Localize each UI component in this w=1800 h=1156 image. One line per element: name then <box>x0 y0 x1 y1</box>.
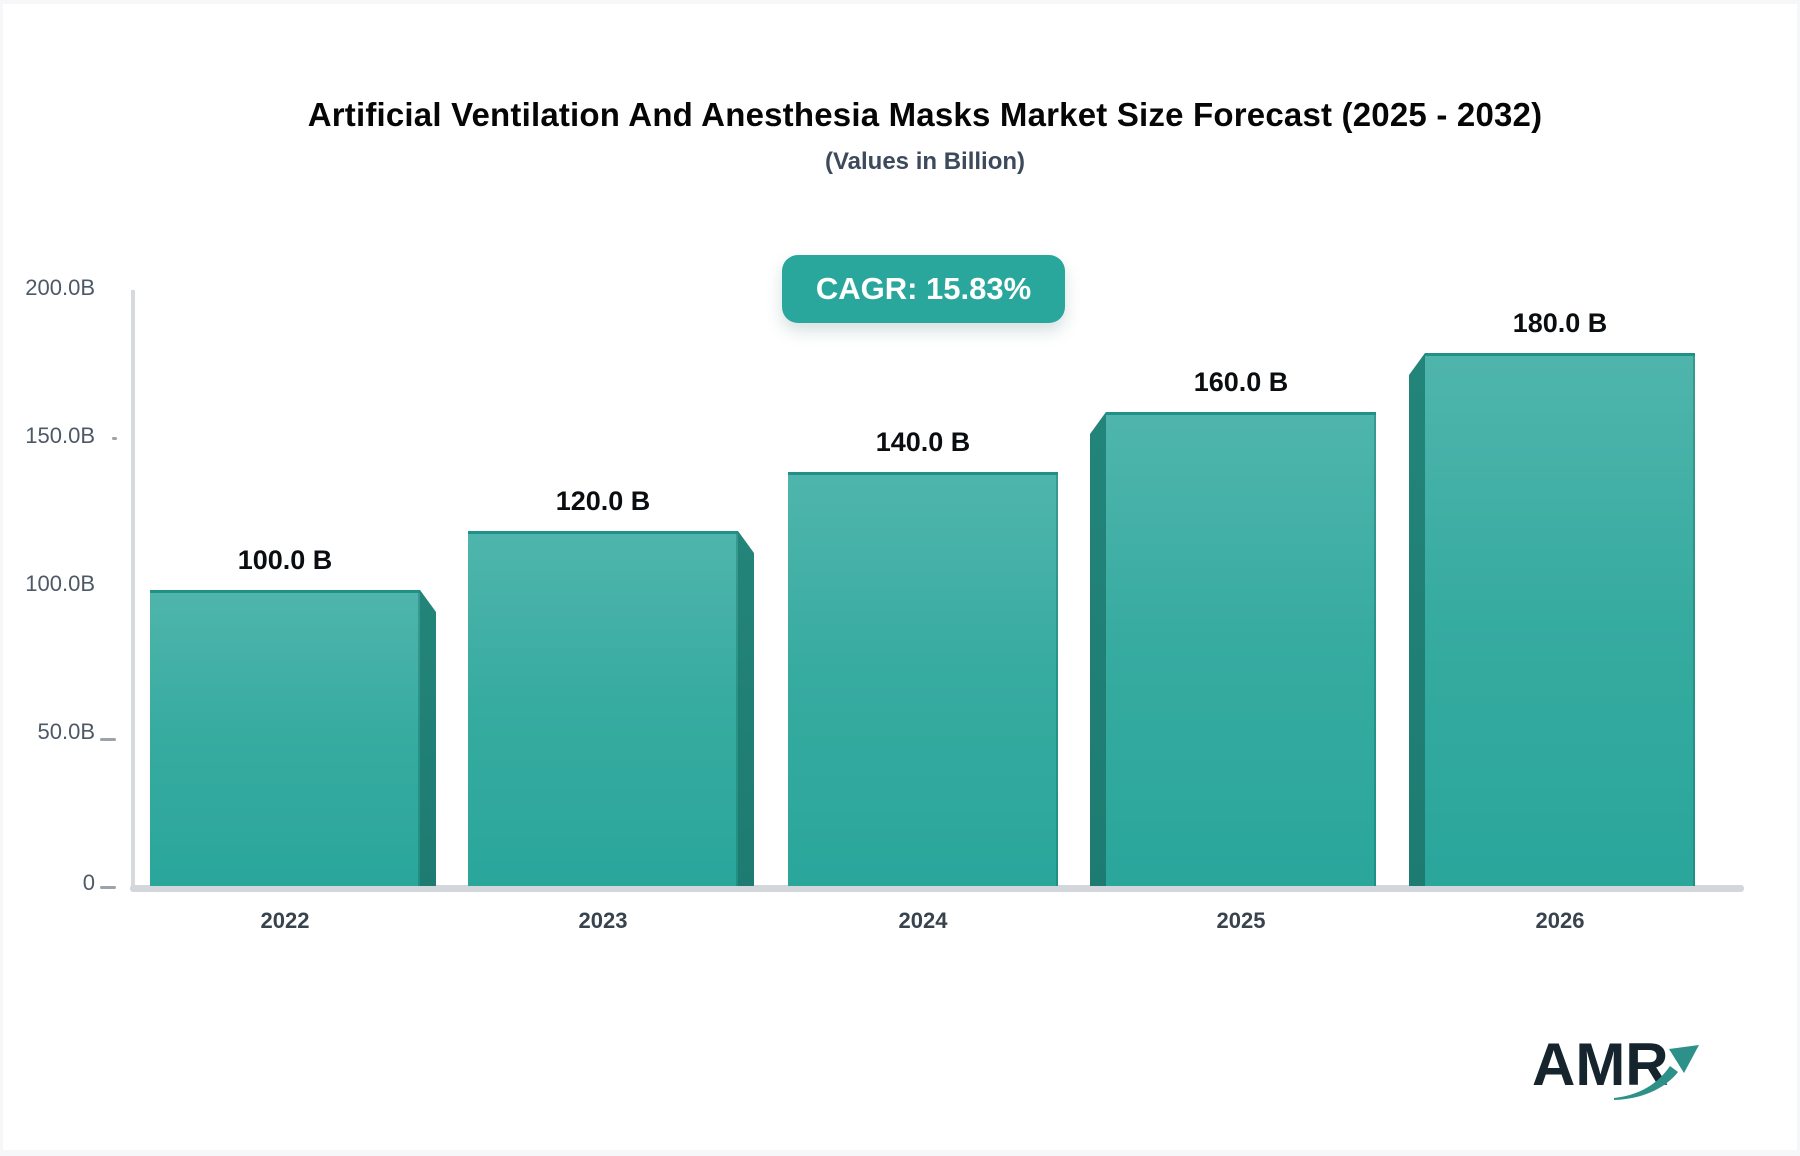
bar-face-2022 <box>150 590 420 886</box>
bar-face-2024 <box>788 472 1058 886</box>
y-tick-mark-50 <box>100 738 116 741</box>
y-tick-label-100: 100.0B <box>25 571 95 596</box>
x-axis-label-2026: 2026 <box>1535 908 1585 933</box>
bar-value-label-2022: 100.0 B <box>237 545 333 575</box>
page-frame-right <box>1797 0 1800 1156</box>
y-tick-mark-0 <box>100 886 116 889</box>
amr-logo: AMR <box>1532 1030 1722 1120</box>
y-tick-label-50: 50.0B <box>37 719 96 744</box>
bar-face-2026 <box>1425 353 1695 886</box>
y-tick-label-150: 150.0B <box>25 423 95 448</box>
bar-3d-side-2026 <box>1409 353 1425 886</box>
chart-subtitle: (Values in Billion) <box>824 148 1026 175</box>
bar-2026: 180.0 B 2026 <box>1409 308 1695 933</box>
amr-logo-text: AMR <box>1532 1031 1669 1098</box>
bar-3d-side-2023 <box>738 531 754 886</box>
bar-2023: 120.0 B 2023 <box>468 486 754 933</box>
page-frame-bottom <box>0 1150 1800 1156</box>
bar-3d-side-2022 <box>420 590 436 886</box>
bar-face-2025 <box>1106 412 1376 886</box>
bar-value-label-2026: 180.0 B <box>1512 308 1608 338</box>
y-tick-mark-150 <box>112 437 117 440</box>
y-tick-label-0: 0 <box>82 870 95 895</box>
page-frame-top <box>0 0 1800 4</box>
bar-value-label-2024: 140.0 B <box>875 427 971 457</box>
x-axis-label-2024: 2024 <box>898 908 948 933</box>
bar-value-label-2025: 160.0 B <box>1193 367 1289 397</box>
y-axis-line <box>131 290 135 889</box>
x-axis-label-2023: 2023 <box>578 908 628 933</box>
bar-face-2023 <box>468 531 738 886</box>
bar-2022: 100.0 B 2022 <box>150 545 436 933</box>
page-frame-left <box>0 0 3 1156</box>
amr-logo-arrow-icon <box>1614 1045 1699 1100</box>
bar-3d-side-2025 <box>1090 412 1106 886</box>
cagr-badge: CAGR: 15.83% <box>782 255 1065 323</box>
x-axis-label-2022: 2022 <box>260 908 310 933</box>
x-axis-baseline <box>130 885 1744 892</box>
y-tick-label-200: 200.0B <box>25 275 95 300</box>
x-axis-label-2025: 2025 <box>1216 908 1266 933</box>
bar-2025: 160.0 B 2025 <box>1090 367 1376 933</box>
bar-value-label-2023: 120.0 B <box>555 486 651 516</box>
chart-title: Artificial Ventilation And Anesthesia Ma… <box>307 96 1543 133</box>
bar-2024: 140.0 B 2024 <box>788 427 1058 933</box>
